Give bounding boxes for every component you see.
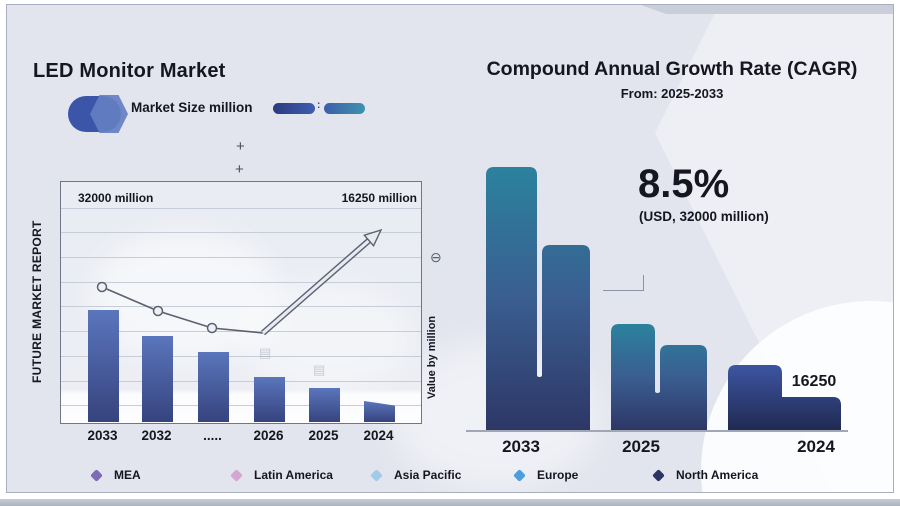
market-size-label: Market Size million [131,100,253,115]
market-bar-2033 [88,310,119,422]
gridline [61,405,421,406]
left-x-label-0: 2033 [87,428,118,443]
corner-bracket-decoration [603,275,644,291]
cagr-period: From: 2025-2033 [620,86,724,101]
gridline [61,356,421,357]
trend-arrow-line [96,228,383,336]
hexagon-icon [90,95,128,133]
market-bar-..... [198,352,229,422]
cagr-bar-group-2024 [728,365,841,430]
gridline [61,381,421,382]
left-x-label-4: 2025 [308,428,339,443]
market-bar-2024 [364,401,395,422]
top-right-accent-band [641,5,893,14]
gradient-pill-icon-right [324,103,365,114]
cagr-value: 8.5% [638,162,730,206]
cagr-title: Compound Annual Growth Rate (CAGR) [486,58,858,80]
market-bar-2026 [254,377,285,422]
max-value-label: 32000 million [78,191,154,205]
gridline [61,257,421,258]
plus-mark-top: + [236,138,245,155]
right-x-label-2025: 2025 [622,437,660,456]
watermark-doc-icon: ▤ [313,362,326,377]
left-chart-x-axis: 2033 2032..... 2026 2025 2024 [60,428,420,446]
bottom-shadow-strip [0,499,900,506]
arrow-head [363,228,383,248]
gridline [61,208,421,209]
market-bar-2032 [142,336,173,422]
market-bar-2025 [309,388,340,422]
cloud-decoration [91,232,281,362]
left-chart-side-label: FUTURE MARKET REPORT [30,220,44,383]
gridline [61,232,421,233]
cagr-bar-group-2025 [611,324,707,430]
cloud-decoration [241,282,411,392]
gridline [61,282,421,283]
right-chart-y-label: Value by million [426,315,438,399]
left-x-label-2: ..... [203,428,222,443]
gridline [61,306,421,307]
right-x-label-2033: 2033 [502,437,540,456]
left-x-label-1: 2032 [141,428,172,443]
report-title: LED Monitor Market [33,60,226,82]
gradient-pill-icon-left [273,103,315,114]
left-x-label-5: 2024 [363,428,394,443]
watermark-doc-icon: ▤ [259,345,272,360]
cagr-basis-note: (USD, 32000 million) [639,209,769,224]
cagr-bar-group-2033 [486,167,590,430]
zoom-out-icon[interactable]: ⊖ [430,249,442,265]
right-chart-x-axis: 2033 2025 2024 [0,437,900,457]
plus-mark-bottom: + [235,161,244,178]
cagr-bar-chart [466,167,848,432]
pill-separator: : [317,100,321,111]
left-x-label-3: 2026 [253,428,284,443]
market-size-chart: ▤ ▤ 32000 million 16250 million [60,181,422,424]
end-value-label: 16250 million [341,191,417,205]
value-annotation-16250: 16250 [791,373,837,390]
right-x-label-2024: 2024 [797,437,835,456]
